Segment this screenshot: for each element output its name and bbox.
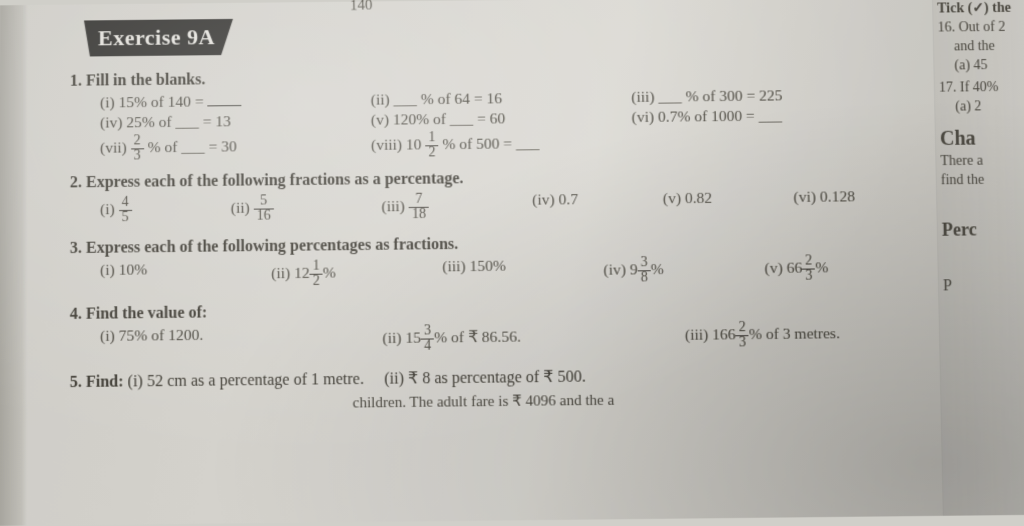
q1-vii-pre: (vii)	[100, 139, 131, 156]
q3-v: (v) 6623%	[764, 253, 916, 284]
frac-icon: 12	[310, 259, 323, 289]
exercise-banner: Exercise 9A	[84, 19, 233, 57]
frac-n: 1	[310, 259, 323, 274]
frac-n: 2	[131, 134, 144, 149]
r-h: There a	[940, 153, 1024, 170]
r-k: P	[943, 276, 1024, 295]
frac-icon: 45	[119, 196, 132, 225]
q2-i-pre: (i)	[100, 201, 119, 218]
q3-v-post: %	[815, 259, 828, 276]
q1-viii: (viii) 10 12 % of 500 = ___	[371, 129, 632, 161]
q4-iii-post: % of 3 metres.	[749, 325, 840, 343]
q3-i: (i) 10%	[100, 260, 271, 291]
r-d: (a) 45	[954, 58, 1024, 75]
q5-i: (i) 52 cm as a percentage of 1 metre.	[128, 371, 364, 391]
q1-iv: (iv) 25% of ___ = 13	[100, 112, 371, 133]
q1-iii: (iii) ___ % of 300 = 225	[631, 86, 882, 107]
r-i: find the	[941, 172, 1024, 189]
q1-options: (i) 15% of 140 = (ii) ___ % of 64 = 16 (…	[100, 85, 1024, 164]
r-e: 17. If 40%	[939, 80, 1024, 97]
q1-i-text: (i) 15% of 140 =	[100, 93, 204, 111]
q2-v: (v) 0.82	[663, 189, 794, 220]
q2-options: (i) 45 (ii) 516 (iii) 718 (iv) 0.7 (v) 0…	[100, 186, 1024, 225]
page-number-cut: 140	[350, 0, 373, 15]
frac-icon: 23	[131, 134, 144, 163]
frac-d: 2	[425, 146, 438, 160]
frac-d: 8	[638, 271, 651, 285]
q1-viii-pre: (viii) 10	[371, 136, 422, 154]
frac-d: 3	[736, 336, 749, 350]
r-a: Tick (✓) the	[937, 0, 1024, 18]
q4-ii-post: % of ₹ 86.56.	[434, 328, 521, 346]
frac-d: 3	[802, 269, 815, 283]
q4-iii-pre: (iii) 166	[685, 326, 736, 344]
r-j: Perc	[942, 219, 1024, 241]
q4-iii: (iii) 16623% of 3 metres.	[685, 319, 948, 351]
r-c: and the	[954, 39, 1024, 56]
q2-i: (i) 45	[100, 195, 231, 226]
frac-d: 3	[131, 149, 144, 163]
q2-iii: (iii) 718	[381, 192, 532, 223]
frac-n: 7	[409, 193, 429, 208]
q3-ii-pre: (ii) 12	[271, 265, 310, 283]
q2-iii-pre: (iii)	[381, 198, 408, 215]
q5-tail: children. The adult fare is ₹ 4096 and t…	[353, 386, 1024, 413]
q3-ii: (ii) 1212%	[271, 258, 442, 289]
q4-options: (i) 75% of 1200. (ii) 1534% of ₹ 86.56. …	[100, 318, 1024, 357]
frac-icon: 12	[425, 131, 438, 160]
q1-v: (v) 120% of ___ = 60	[371, 109, 632, 130]
frac-n: 2	[802, 254, 815, 269]
textbook-page: 140 Exercise 9A 1. Fill in the blanks. (…	[0, 0, 1024, 526]
frac-d: 5	[119, 211, 132, 225]
q1-vii-post: % of ___ = 30	[148, 138, 237, 156]
q1-vii: (vii) 23 % of ___ = 30	[100, 132, 371, 164]
q3-iii: (iii) 150%	[442, 257, 603, 288]
frac-n: 1	[425, 131, 438, 146]
q3-iv: (iv) 938%	[603, 255, 764, 286]
q4-i: (i) 75% of 1200.	[100, 325, 382, 357]
frac-n: 5	[254, 194, 274, 209]
frac-n: 2	[736, 321, 749, 336]
frac-icon: 38	[637, 256, 650, 286]
frac-icon: 23	[802, 254, 816, 284]
q3-options: (i) 10% (ii) 1212% (iii) 150% (iv) 938% …	[100, 252, 1024, 291]
blank	[208, 94, 242, 107]
r-f: (a) 2	[955, 99, 1024, 116]
frac-n: 4	[119, 196, 132, 211]
frac-d: 16	[254, 209, 274, 223]
q1-ii: (ii) ___ % of 64 = 16	[371, 89, 632, 110]
q2-ii-pre: (ii)	[231, 200, 254, 217]
q1-i: (i) 15% of 140 =	[100, 92, 371, 113]
frac-icon: 23	[736, 321, 750, 351]
frac-n: 3	[421, 324, 434, 339]
gutter-shadow	[0, 5, 28, 526]
q2-iv: (iv) 0.7	[532, 190, 663, 221]
frac-d: 2	[310, 275, 323, 289]
q3-ii-post: %	[323, 264, 336, 281]
r-g: Cha	[940, 127, 1024, 151]
q5-title-pre: 5. Find:	[70, 373, 128, 391]
frac-d: 4	[421, 339, 434, 353]
q4-ii-pre: (ii) 15	[382, 330, 421, 348]
r-b: 16. Out of 2	[937, 20, 1024, 37]
q3-iv-post: %	[651, 261, 664, 278]
right-margin-cut: Tick (✓) the 16. Out of 2 and the (a) 45…	[932, 0, 1024, 516]
q1-viii-post: % of 500 = ___	[442, 135, 539, 153]
q1-vi: (vi) 0.7% of 1000 = ___	[631, 106, 882, 127]
q4-ii: (ii) 1534% of ₹ 86.56.	[382, 322, 685, 355]
frac-icon: 718	[409, 193, 429, 222]
frac-icon: 34	[421, 324, 434, 354]
frac-icon: 516	[254, 194, 274, 223]
q3-v-pre: (v) 66	[764, 260, 802, 278]
q3-iv-pre: (iv) 9	[603, 261, 637, 279]
q2-vi: (vi) 0.128	[793, 188, 914, 219]
q5-ii: (ii) ₹ 8 as percentage of ₹ 500.	[384, 368, 586, 387]
frac-n: 3	[637, 256, 650, 271]
frac-d: 18	[409, 208, 429, 222]
q2-ii: (ii) 516	[231, 193, 382, 224]
